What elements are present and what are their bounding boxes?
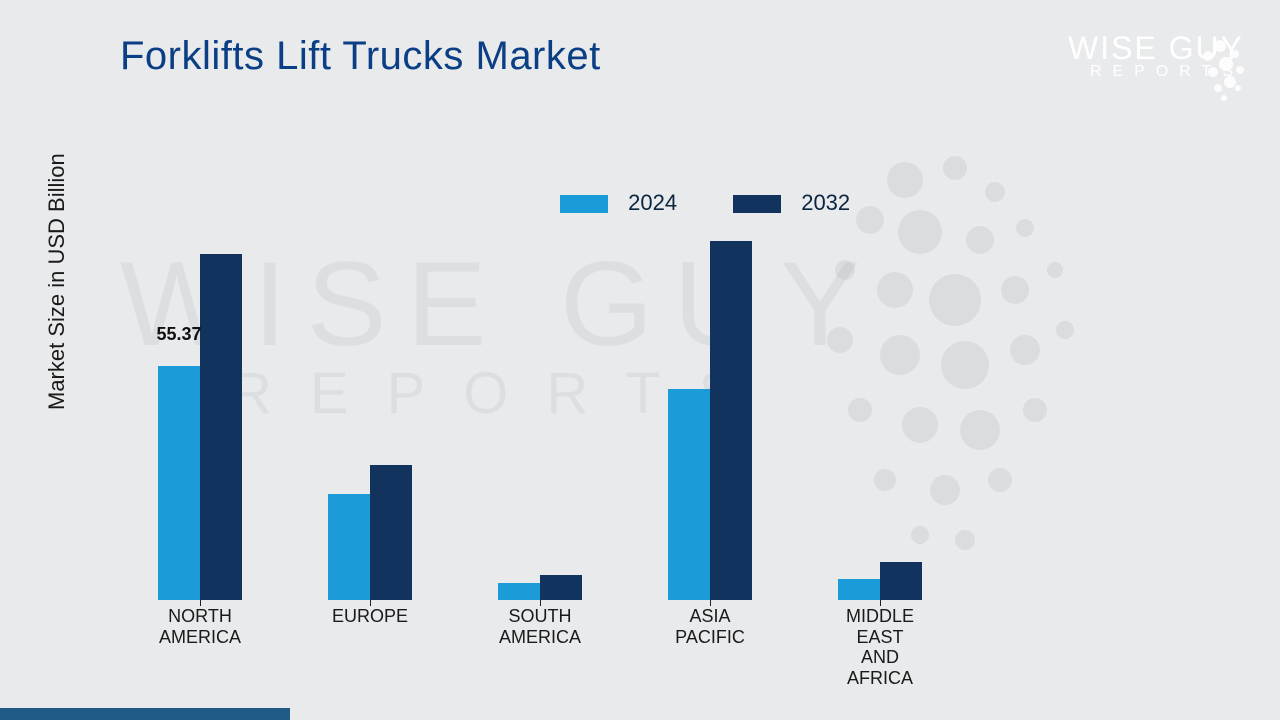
legend-label-2032: 2032 (801, 190, 850, 215)
brand-block: WISE GUY REPORTS (1068, 30, 1244, 81)
legend: 2024 2032 (560, 190, 850, 216)
x-axis-label: NORTH AMERICA (120, 606, 280, 647)
x-axis-label: EUROPE (290, 606, 450, 627)
bar-2024 (328, 494, 370, 600)
bar-2032 (200, 254, 242, 600)
bar-2024 (498, 583, 540, 600)
x-axis-label: SOUTH AMERICA (460, 606, 620, 647)
bar-2024 (158, 366, 200, 600)
plot-area: NORTH AMERICA55.37 EUROPE SOUTH AMERICA ASI… (110, 220, 950, 600)
bar-group: EUROPE (310, 465, 430, 600)
bar-2024 (668, 389, 710, 600)
bottom-accent-bar (0, 708, 290, 720)
brand-main-text: WISE GUY (1068, 30, 1244, 67)
bar-group: NORTH AMERICA55.37 (140, 254, 260, 600)
bar-2032 (370, 465, 412, 600)
bar-2032 (540, 575, 582, 600)
legend-swatch-2024 (560, 195, 608, 213)
bar-group: MIDDLE EAST AND AFRICA (820, 562, 940, 600)
legend-label-2024: 2024 (628, 190, 677, 215)
bar-2024 (838, 579, 880, 600)
chart-title: Forklifts Lift Trucks Market (120, 34, 601, 79)
bar-group: ASIA PACIFIC (650, 241, 770, 600)
x-axis-label: ASIA PACIFIC (630, 606, 790, 647)
legend-swatch-2032 (733, 195, 781, 213)
legend-item-2024: 2024 (560, 190, 677, 216)
bar-group: SOUTH AMERICA (480, 575, 600, 600)
bar-2032 (880, 562, 922, 600)
brand-sub-text: REPORTS (1068, 63, 1244, 81)
y-axis-label: Market Size in USD Billion (44, 153, 70, 410)
x-axis-label: MIDDLE EAST AND AFRICA (800, 606, 960, 689)
bar-2032 (710, 241, 752, 600)
report-slide: WISE GUY REPORTS Forklifts Lift Trucks M… (0, 0, 1280, 720)
bar-data-label: 55.37 (156, 324, 201, 345)
legend-item-2032: 2032 (733, 190, 850, 216)
bar-chart: NORTH AMERICA55.37 EUROPE SOUTH AMERICA ASI… (110, 220, 950, 600)
